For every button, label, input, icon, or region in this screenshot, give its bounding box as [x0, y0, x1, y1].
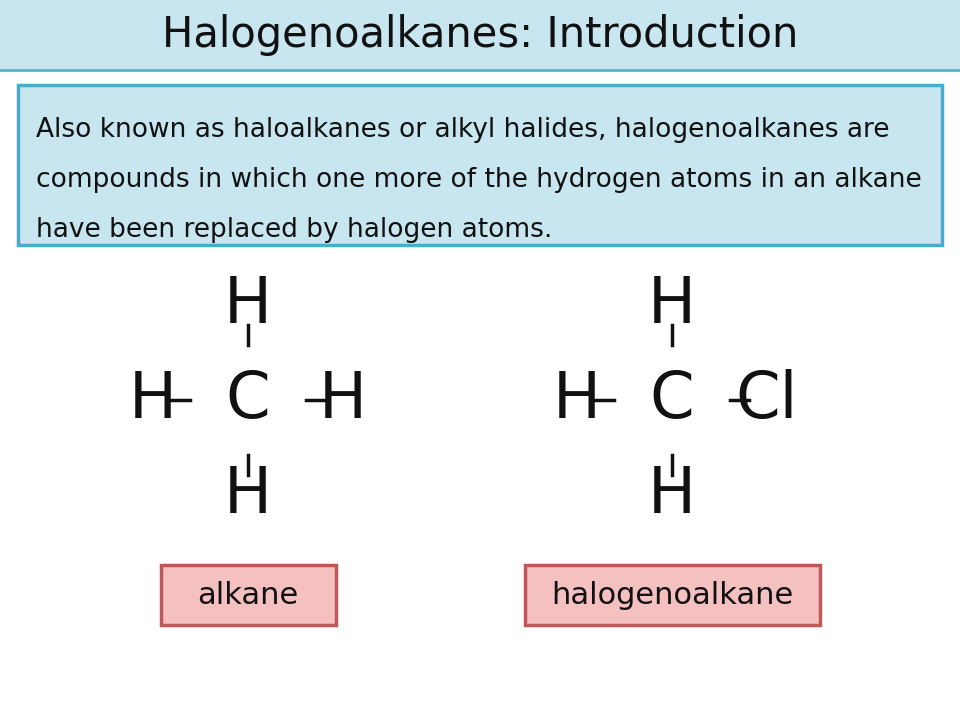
Text: H: H — [129, 369, 177, 431]
Text: compounds in which one more of the hydrogen atoms in an alkane: compounds in which one more of the hydro… — [36, 167, 922, 193]
Text: alkane: alkane — [198, 580, 299, 610]
Text: halogenoalkane: halogenoalkane — [551, 580, 793, 610]
Text: Halogenoalkanes: Introduction: Halogenoalkanes: Introduction — [162, 14, 798, 56]
Text: Cl: Cl — [735, 369, 798, 431]
Bar — [161, 565, 336, 625]
Text: H: H — [648, 464, 696, 526]
Text: Also known as haloalkanes or alkyl halides, halogenoalkanes are: Also known as haloalkanes or alkyl halid… — [36, 117, 890, 143]
Text: H: H — [648, 274, 696, 336]
Text: H: H — [319, 369, 367, 431]
Text: H: H — [553, 369, 601, 431]
Text: C: C — [650, 369, 694, 431]
Bar — [0, 0, 960, 70]
Text: C: C — [226, 369, 271, 431]
Text: H: H — [224, 274, 272, 336]
Text: have been replaced by halogen atoms.: have been replaced by halogen atoms. — [36, 217, 552, 243]
Bar — [525, 565, 820, 625]
Bar — [18, 85, 942, 245]
Text: H: H — [224, 464, 272, 526]
